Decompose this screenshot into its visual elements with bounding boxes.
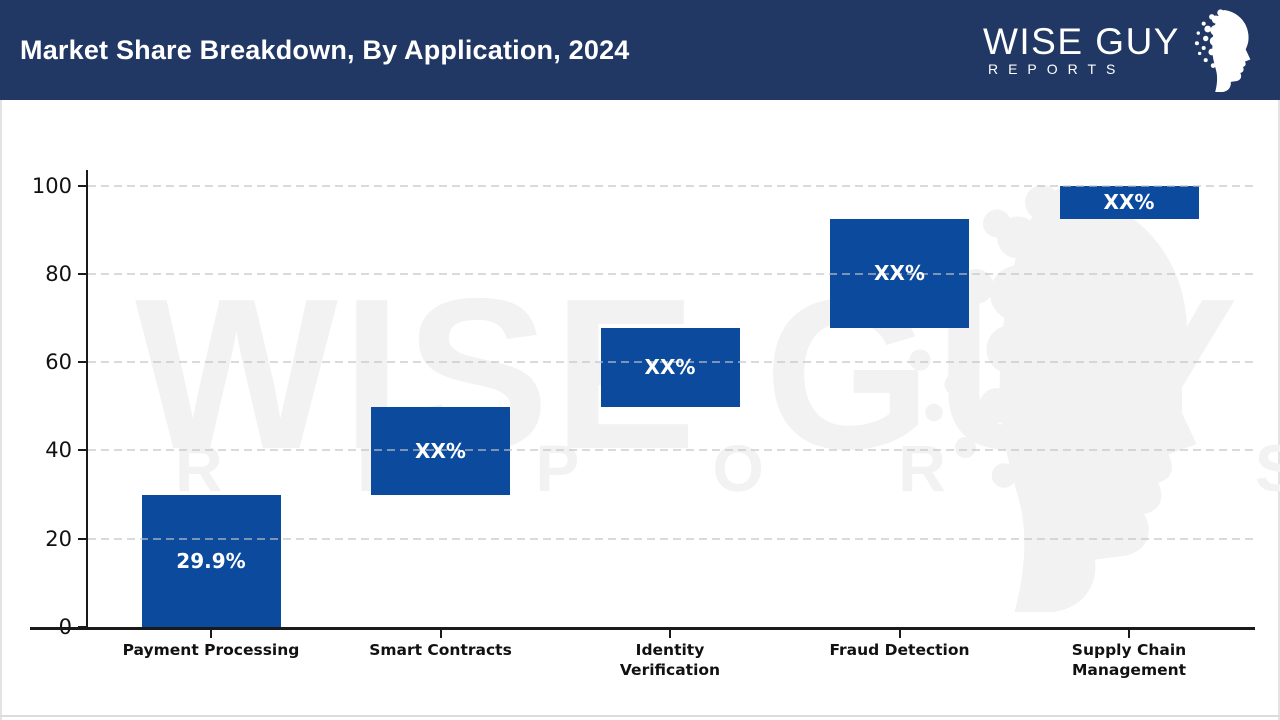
y-axis-tick	[78, 449, 86, 452]
gridline-60	[88, 361, 1255, 364]
x-label-supply-chain-management: Supply Chain Management	[1071, 641, 1187, 680]
x-label-payment-processing: Payment Processing	[122, 641, 300, 659]
wise-guy-reports-logo: WISE GUY REPORTS	[983, 6, 1266, 94]
logo-reports-text: REPORTS	[987, 61, 1126, 78]
bar-value-label: XX%	[644, 355, 696, 380]
logo-head-icon	[1194, 9, 1251, 92]
x-label-identity-verification: Identity Verification	[619, 641, 721, 680]
bar-value-label: 29.9%	[176, 548, 246, 573]
bar-payment-processing	[141, 494, 281, 627]
bar-value-label: XX%	[415, 439, 466, 464]
bar-value-label: XX%	[874, 261, 925, 286]
gridline-20	[88, 537, 1255, 540]
header-bar: Market Share Breakdown, By Application, …	[0, 0, 1280, 100]
y-axis-tick-label: 40	[45, 438, 72, 463]
logo-wiseguy-text: WISE GUY	[982, 20, 1180, 62]
x-axis-tick	[1128, 630, 1130, 638]
gridline-80	[88, 272, 1255, 275]
y-axis-tick	[78, 272, 86, 275]
y-axis-tick-label: 80	[45, 261, 72, 286]
x-axis-spine	[30, 627, 1255, 630]
y-axis-tick-label: 60	[45, 350, 72, 375]
y-axis-spine	[86, 170, 88, 629]
y-axis-tick-label: 100	[31, 173, 72, 198]
x-axis-tick	[669, 630, 671, 638]
x-label-fraud-detection: Fraud Detection	[829, 641, 970, 659]
bar-value-label: XX%	[1103, 190, 1155, 215]
gridline-100	[88, 184, 1255, 187]
y-axis-tick-label: 20	[45, 526, 72, 551]
bar-identity-verification	[600, 327, 740, 408]
logo-text: WISE GUY REPORTS	[982, 20, 1180, 78]
x-axis-tick	[210, 630, 212, 638]
page-title: Market Share Breakdown, By Application, …	[20, 34, 630, 65]
y-axis-tick	[78, 361, 86, 364]
x-axis-tick	[439, 630, 442, 638]
gridline-40	[88, 449, 1255, 452]
y-axis-tick	[78, 184, 86, 187]
y-axis-tick	[78, 626, 86, 628]
x-axis-tick	[898, 630, 901, 638]
x-label-smart-contracts: Smart Contracts	[369, 641, 512, 659]
bottom-divider	[0, 715, 1280, 717]
y-axis-tick	[78, 537, 86, 540]
